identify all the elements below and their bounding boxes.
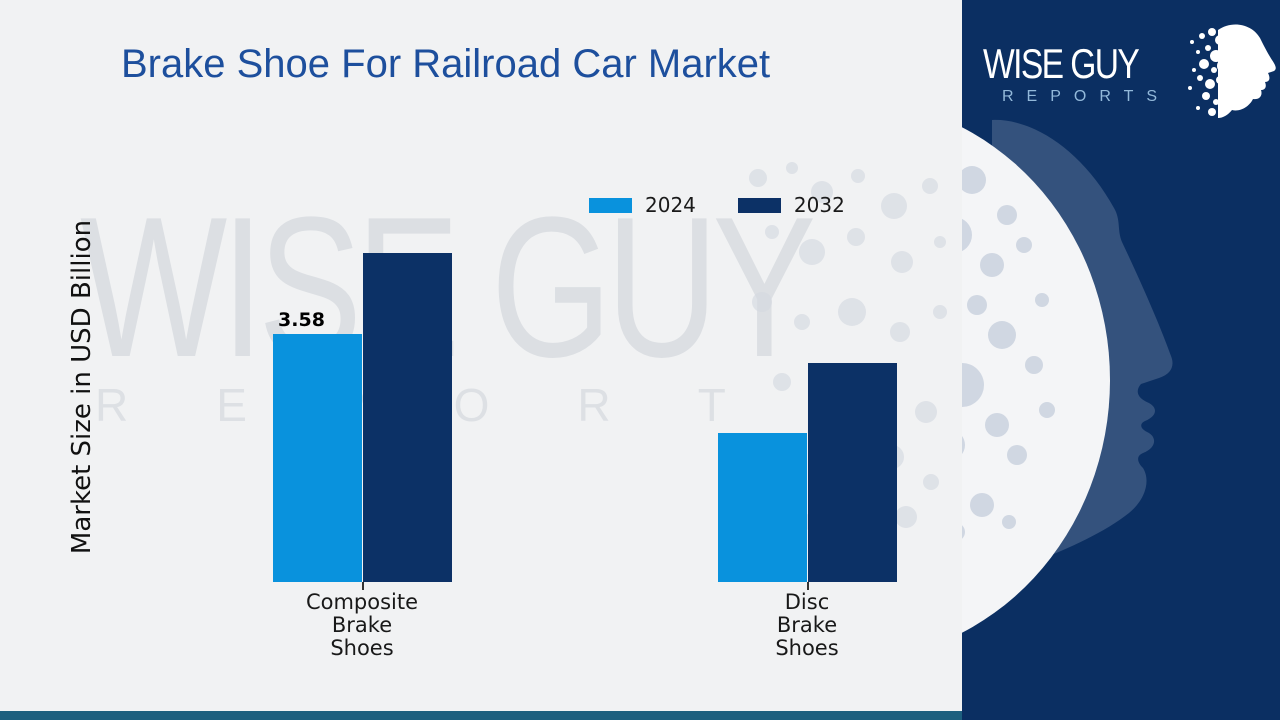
bar-2032-composite-brake-shoes: [363, 253, 452, 582]
brand-reports-text: REPORTS: [1002, 88, 1171, 105]
y-axis-label: Market Size in USD Billion: [67, 219, 97, 555]
category-label: Disc Brake Shoes: [697, 591, 917, 660]
category-label-line: Brake: [776, 613, 838, 637]
category-label-line: Brake: [331, 613, 393, 637]
legend-item-2024: 2024: [589, 193, 696, 217]
brand-panel: WISE GUY REPORTS: [962, 0, 1280, 720]
brain-dots-icon: [962, 166, 1055, 539]
x-axis-tick: [362, 582, 364, 590]
category-label-line: Disc: [784, 590, 830, 614]
legend-label: 2032: [793, 193, 845, 217]
x-axis-tick: [807, 582, 809, 590]
bar-value-label: 3.58: [278, 309, 325, 331]
bottom-accent-bar: [0, 711, 962, 720]
face-profile-dots-icon: [1188, 24, 1276, 119]
page-title: Brake Shoe For Railroad Car Market: [121, 42, 771, 86]
legend-swatch-icon: [737, 197, 781, 213]
legend-swatch-icon: [589, 197, 632, 213]
chart-legend: 2024 2032: [589, 193, 845, 217]
category-label-line: Shoes: [330, 636, 394, 660]
brand-wordmark: WISE GUY: [983, 40, 1140, 87]
category-label: Composite Brake Shoes: [252, 591, 472, 660]
legend-label: 2024: [645, 193, 696, 217]
legend-item-2032: 2032: [737, 193, 845, 217]
category-label-line: Shoes: [775, 636, 839, 660]
watermark-reports-text: REPORTS: [95, 379, 933, 431]
watermark-dots-pattern: [749, 162, 947, 539]
bar-2024-disc-brake-shoes: [718, 433, 807, 582]
bar-2024-composite-brake-shoes: [273, 334, 362, 582]
bar-2032-disc-brake-shoes: [808, 363, 897, 582]
category-label-line: Composite: [305, 590, 419, 614]
